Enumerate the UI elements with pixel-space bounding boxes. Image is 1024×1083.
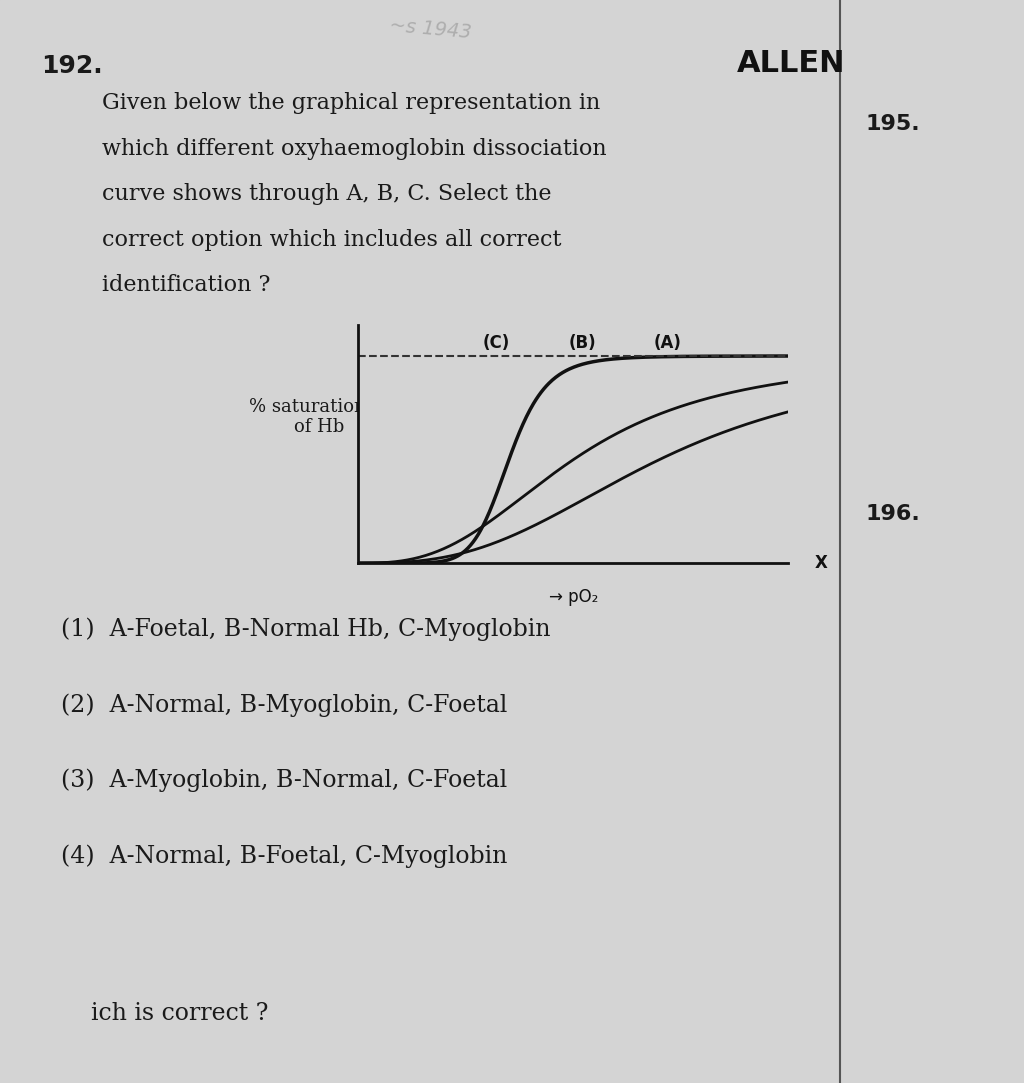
Text: ALLEN: ALLEN [737, 49, 846, 78]
Text: 192.: 192. [41, 54, 102, 78]
Text: (2)  A-Normal, B-Myoglobin, C-Foetal: (2) A-Normal, B-Myoglobin, C-Foetal [61, 693, 508, 717]
Text: correct option which includes all correct: correct option which includes all correc… [102, 229, 562, 250]
Text: → pO₂: → pO₂ [549, 588, 598, 606]
Text: identification ?: identification ? [102, 274, 270, 296]
Text: curve shows through A, B, C. Select the: curve shows through A, B, C. Select the [102, 183, 552, 205]
Text: (1)  A-Foetal, B-Normal Hb, C-Myoglobin: (1) A-Foetal, B-Normal Hb, C-Myoglobin [61, 617, 551, 641]
Text: 195.: 195. [865, 114, 920, 133]
Text: (B): (B) [568, 334, 596, 352]
Text: ich is correct ?: ich is correct ? [61, 1002, 269, 1025]
Text: which different oxyhaemoglobin dissociation: which different oxyhaemoglobin dissociat… [102, 138, 607, 159]
Text: % saturation
    of Hb: % saturation of Hb [249, 397, 366, 436]
Text: X: X [814, 554, 827, 572]
Text: 196.: 196. [865, 504, 920, 523]
Text: (C): (C) [482, 334, 510, 352]
Text: (4)  A-Normal, B-Foetal, C-Myoglobin: (4) A-Normal, B-Foetal, C-Myoglobin [61, 845, 508, 869]
Text: (3)  A-Myoglobin, B-Normal, C-Foetal: (3) A-Myoglobin, B-Normal, C-Foetal [61, 769, 508, 793]
Text: (A): (A) [654, 334, 682, 352]
Text: Given below the graphical representation in: Given below the graphical representation… [102, 92, 601, 114]
Text: ~s 1943: ~s 1943 [389, 16, 473, 42]
